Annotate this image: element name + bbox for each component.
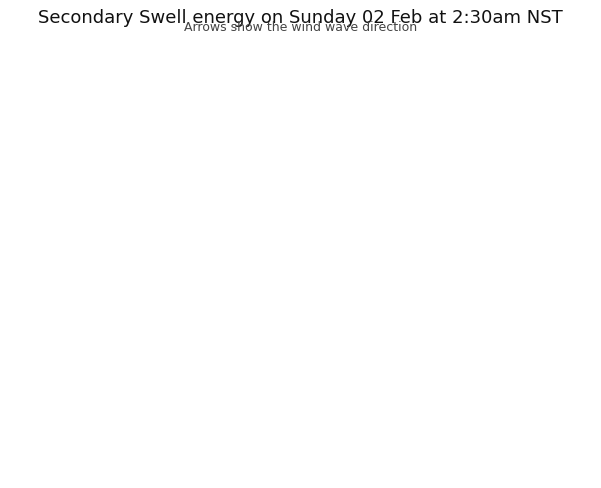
Text: Cartopy required: Cartopy required	[242, 259, 359, 272]
Text: Secondary Swell energy on Sunday 02 Feb at 2:30am NST: Secondary Swell energy on Sunday 02 Feb …	[38, 9, 563, 27]
Text: Arrows show the wind wave direction: Arrows show the wind wave direction	[184, 20, 417, 34]
